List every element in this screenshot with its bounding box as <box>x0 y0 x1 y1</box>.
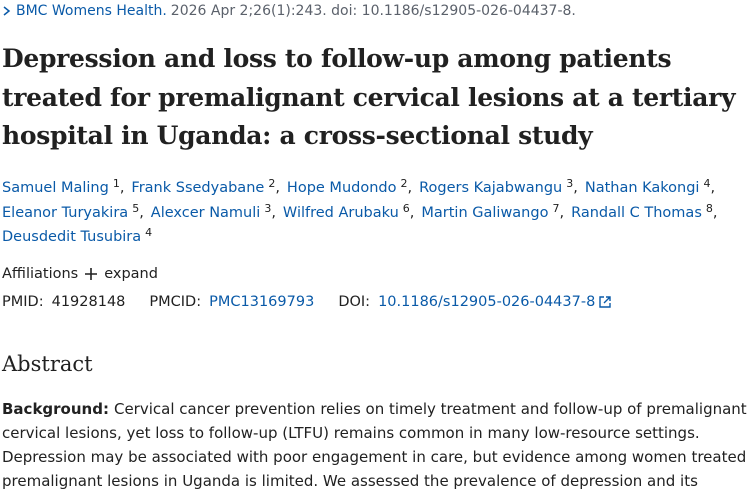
author-separator: , <box>710 180 716 196</box>
author-link[interactable]: Martin Galiwango <box>421 204 549 221</box>
abstract-text: cervical lesions, yet loss to follow-up … <box>2 424 700 442</box>
affiliation-number[interactable]: 1 <box>112 177 120 190</box>
section-label: Background: <box>2 400 109 418</box>
author-link[interactable]: Deusdedit Tusubira <box>2 229 142 245</box>
author-separator: , <box>139 204 144 221</box>
author-separator: , <box>559 204 565 221</box>
abstract-line: premalignant lesions in Uganda is limite… <box>2 469 750 493</box>
doi-link[interactable]: 10.1186/s12905-026-04437-8 <box>378 294 596 310</box>
author-separator: , <box>407 180 413 196</box>
author-line: Eleanor Turyakira 5, Alexcer Namuli 3, Wilfr… <box>2 201 724 226</box>
pmcid-label: PMCID: <box>149 294 202 310</box>
affiliation-number[interactable]: 3 <box>264 201 272 215</box>
abstract-heading: Abstract <box>2 352 93 376</box>
author-separator: , <box>119 180 125 196</box>
affiliation-number[interactable]: 7 <box>552 201 560 215</box>
author-link[interactable]: Randall C Thomas <box>571 204 702 221</box>
affiliation-number[interactable]: 2 <box>268 177 276 190</box>
affiliation-number[interactable]: 3 <box>566 177 574 190</box>
citation-details: 2026 Apr 2;26(1):243. doi: 10.1186/s1290… <box>170 3 576 19</box>
abstract-text: Depression may be associated with poor e… <box>2 448 750 466</box>
author-link[interactable]: Alexcer Namuli <box>150 204 261 221</box>
abstract-line: Depression may be associated with poor e… <box>2 445 750 469</box>
abstract-text: Cervical cancer prevention relies on tim… <box>113 400 747 418</box>
author-link[interactable]: Eleanor Turyakira <box>2 204 129 221</box>
journal-link[interactable]: BMC Womens Health. <box>16 3 167 19</box>
author-link[interactable]: Frank Ssedyabane <box>131 180 265 196</box>
article-title: Depression and loss to follow-up among p… <box>2 40 736 156</box>
author-separator: , <box>409 204 415 221</box>
author-separator: , <box>712 204 718 221</box>
affiliations: Affiliations expand <box>2 266 158 282</box>
pmid-label: PMID: <box>2 294 44 310</box>
author-link[interactable]: Rogers Kajabwangu <box>419 180 563 196</box>
affiliation-number[interactable]: 8 <box>705 201 713 215</box>
affiliation-number[interactable]: 6 <box>402 201 410 215</box>
affiliation-number[interactable]: 2 <box>400 177 408 190</box>
abstract-background: Background: Cervical cancer prevention re… <box>2 397 750 493</box>
author-link[interactable]: Wilfred Arubaku <box>282 204 399 221</box>
author-separator: , <box>573 180 578 196</box>
title-line: hospital in Uganda: a cross-sectional st… <box>2 121 593 150</box>
affiliations-label: Affiliations <box>2 266 79 282</box>
author-line: Samuel Maling 1, Frank Ssedyabane 2, Hope Mu… <box>2 176 724 201</box>
expand-toggle[interactable]: expand <box>104 266 158 282</box>
abstract-text: premalignant lesions in Uganda is limite… <box>2 472 698 490</box>
author-separator: , <box>275 180 280 196</box>
author-line: Deusdedit Tusubira 4 <box>2 225 724 250</box>
abstract-line: Background: Cervical cancer prevention re… <box>2 397 750 421</box>
doi-label: DOI: <box>338 294 371 310</box>
affiliation-number[interactable]: 5 <box>132 201 140 215</box>
affiliation-number[interactable]: 4 <box>703 177 711 190</box>
author-link[interactable]: Hope Mudondo <box>286 180 397 196</box>
pmid: 41928148 <box>51 294 126 310</box>
chevron-icon <box>3 6 11 16</box>
author-link[interactable]: Nathan Kakongi <box>584 180 700 196</box>
author-list: Samuel Maling 1, Frank Ssedyabane 2, Hope Mu… <box>2 176 724 250</box>
abstract-line: cervical lesions, yet loss to follow-up … <box>2 421 750 445</box>
external-link-icon <box>599 296 612 308</box>
author-separator: , <box>271 204 276 221</box>
author-link[interactable]: Samuel Maling <box>2 180 109 196</box>
identifiers: PMID: 41928148 PMCID: PMC13169793 DOI: 1… <box>2 294 612 310</box>
pmcid-link[interactable]: PMC13169793 <box>209 294 315 310</box>
title-line: treated for premalignant cervical lesion… <box>2 82 736 112</box>
citation: BMC Womens Health. 2026 Apr 2;26(1):243.… <box>2 3 576 19</box>
plus-icon[interactable] <box>84 267 98 281</box>
affiliation-number[interactable]: 4 <box>145 226 153 239</box>
title-line: Depression and loss to follow-up among p… <box>2 44 672 73</box>
